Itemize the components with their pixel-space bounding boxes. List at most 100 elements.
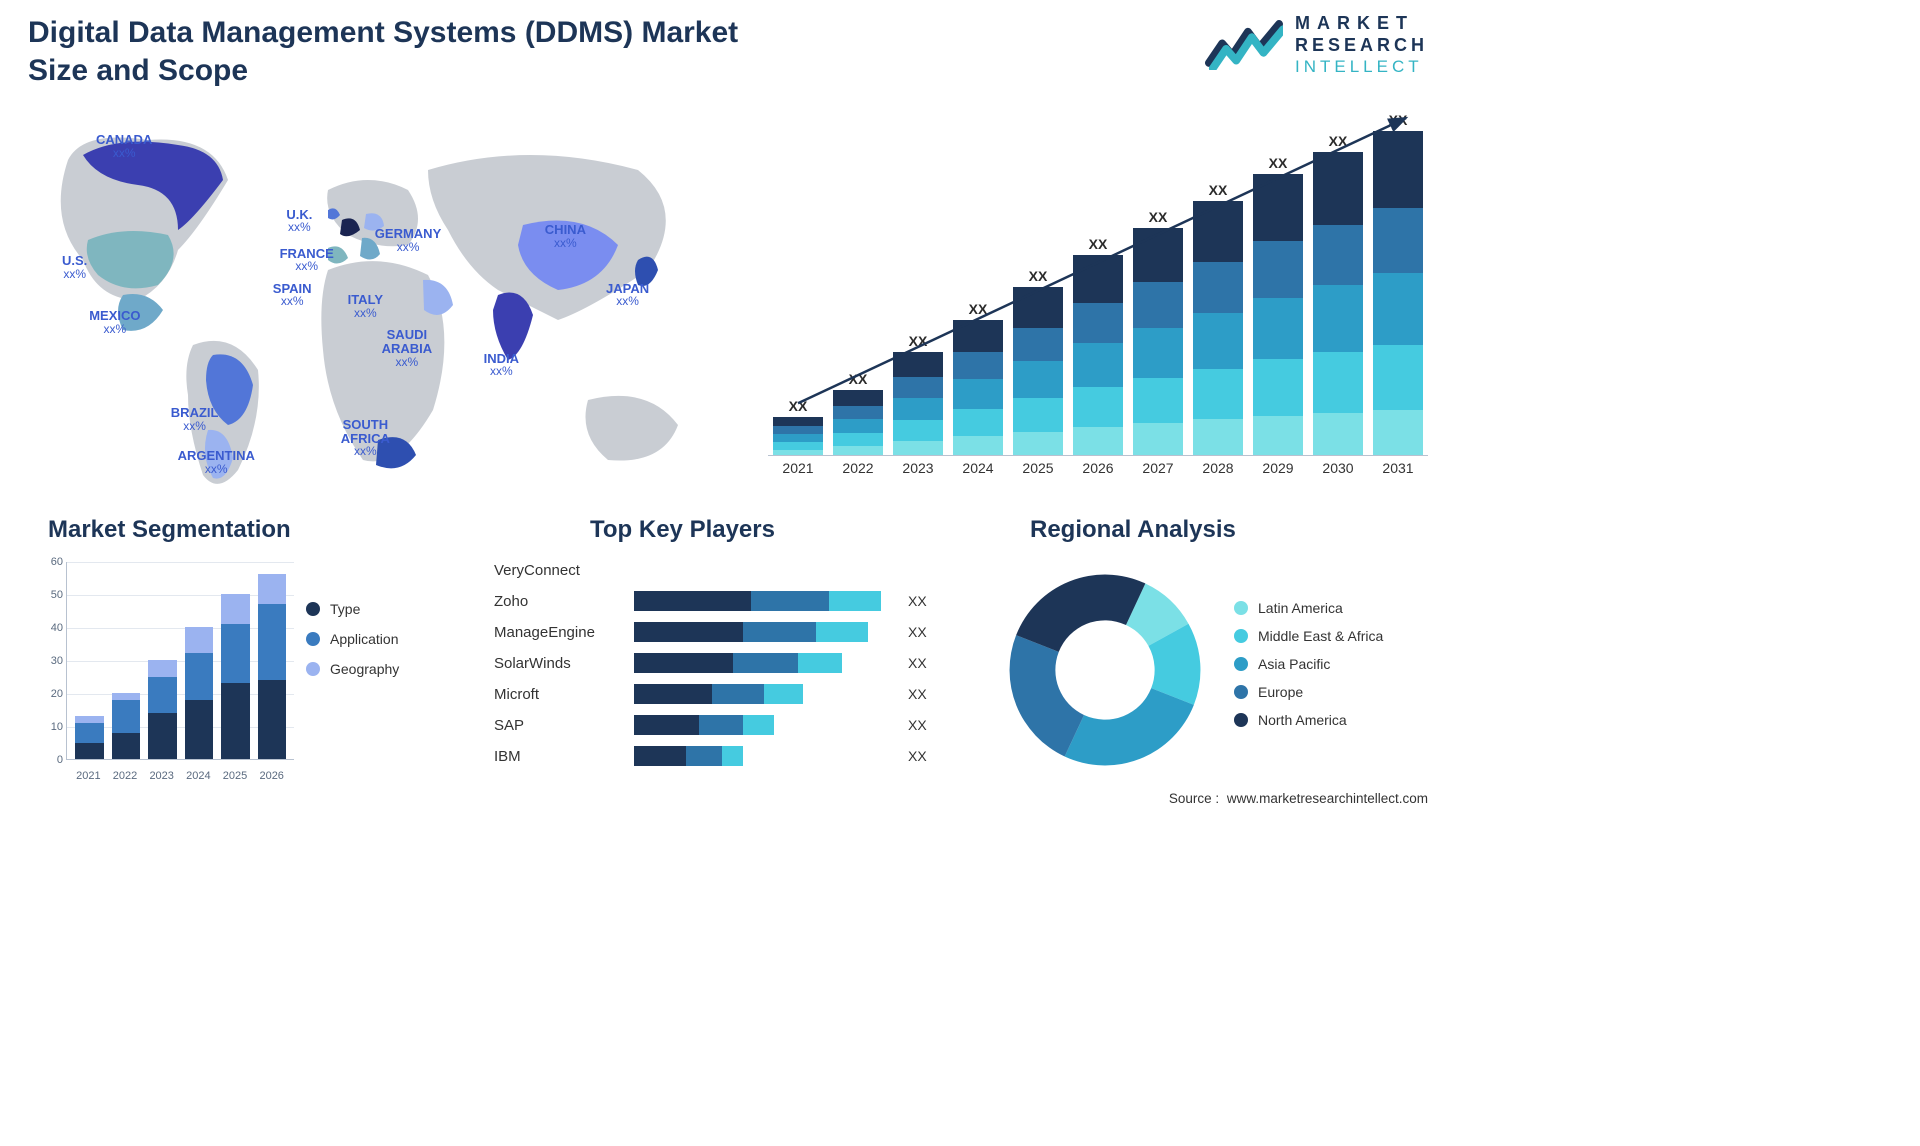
trend-x-label: 2030 [1313, 456, 1363, 480]
map-callout-pct: xx% [375, 241, 441, 254]
trend-bar-segment [1073, 427, 1123, 455]
player-bar [634, 715, 894, 735]
player-bar-segment [634, 653, 733, 673]
segmentation-ytick: 60 [37, 556, 63, 568]
player-name: Zoho [494, 593, 634, 610]
trend-bar: XX [833, 110, 883, 455]
trend-bar-segment [773, 450, 823, 455]
segmentation-legend-item: Type [306, 601, 436, 617]
segmentation-bar [258, 562, 287, 759]
trend-bar-segment [1373, 273, 1423, 344]
map-callout-pct: xx% [484, 365, 519, 378]
donut-slice [1010, 635, 1084, 756]
segmentation-chart: 0102030405060 202120222023202420252026 T… [24, 556, 444, 784]
legend-swatch-icon [1234, 713, 1248, 727]
player-name: SolarWinds [494, 655, 634, 672]
trend-bar-segment [953, 352, 1003, 379]
region-legend-item: North America [1234, 712, 1383, 728]
region-legend-label: Latin America [1258, 600, 1343, 616]
segmentation-bar-segment [221, 594, 250, 624]
segmentation-bar-segment [185, 627, 214, 653]
map-callout-pct: xx% [89, 323, 140, 336]
legend-swatch-icon [1234, 629, 1248, 643]
segmentation-x-label: 2023 [147, 770, 176, 782]
trend-bar-segment [893, 352, 943, 377]
trend-bar-segment [1313, 413, 1363, 455]
trend-bar-segment [1313, 225, 1363, 286]
trend-bar-segment [1073, 387, 1123, 427]
map-callout: GERMANYxx% [375, 227, 441, 253]
segmentation-ytick: 50 [37, 589, 63, 601]
player-value-label: XX [908, 593, 927, 609]
segmentation-bar [148, 562, 177, 759]
segmentation-ytick: 0 [37, 754, 63, 766]
player-row: IBMXX [494, 742, 964, 770]
map-callout: SAUDIARABIAxx% [382, 328, 433, 368]
players-title: Top Key Players [590, 516, 775, 544]
players-chart: VeryConnectZohoXXManageEngineXXSolarWind… [494, 556, 964, 784]
segmentation-ytick: 20 [37, 688, 63, 700]
trend-bar-segment [1013, 361, 1063, 398]
trend-bar-segment [953, 379, 1003, 409]
segmentation-x-label: 2024 [184, 770, 213, 782]
map-callout: ITALYxx% [348, 293, 383, 319]
trend-bar-segment [1013, 398, 1063, 432]
trend-bar-segment [1133, 378, 1183, 423]
trend-bar-segment [1193, 369, 1243, 420]
trend-x-label: 2029 [1253, 456, 1303, 480]
brand-text-line3: INTELLECT [1295, 58, 1428, 75]
segmentation-bar [75, 562, 104, 759]
trend-bar-segment [773, 434, 823, 442]
map-callout: INDIAxx% [484, 352, 519, 378]
trend-bar-segment [1073, 303, 1123, 343]
trend-bar-segment [1133, 282, 1183, 327]
trend-bar-segment [1253, 298, 1303, 360]
segmentation-bar [112, 562, 141, 759]
player-bar-segment [634, 746, 686, 766]
player-row: SolarWinds XX [494, 649, 964, 677]
player-value-label: XX [908, 655, 927, 671]
world-map: CANADAxx%U.S.xx%MEXICOxx%BRAZILxx%ARGENT… [28, 110, 708, 500]
trend-bar-segment [1133, 228, 1183, 282]
player-row: Zoho XX [494, 587, 964, 615]
player-value-label: XX [908, 686, 927, 702]
segmentation-ytick: 40 [37, 622, 63, 634]
page-title: Digital Data Management Systems (DDMS) M… [28, 14, 788, 89]
segmentation-x-label: 2021 [74, 770, 103, 782]
player-row: SAPXX [494, 711, 964, 739]
trend-bar: XX [953, 110, 1003, 455]
trend-bar-segment [1373, 345, 1423, 410]
map-callout-pct: xx% [286, 221, 312, 234]
page: Digital Data Management Systems (DDMS) M… [0, 0, 1456, 816]
trend-bar-segment [1073, 255, 1123, 303]
region-legend-label: Middle East & Africa [1258, 628, 1383, 644]
brand-logo: MARKET RESEARCH INTELLECT [1205, 14, 1428, 75]
segmentation-bar-segment [75, 723, 104, 743]
trend-bar-segment [893, 420, 943, 441]
player-name: VeryConnect [494, 562, 634, 579]
player-bar [634, 684, 894, 704]
region-legend-item: Europe [1234, 684, 1383, 700]
trend-bar-value-label: XX [789, 398, 808, 414]
map-callout-name: SAUDIARABIA [382, 327, 433, 356]
segmentation-x-label: 2025 [221, 770, 250, 782]
player-bar-segment [751, 591, 829, 611]
segmentation-bar-segment [148, 713, 177, 759]
trend-bar-segment [1193, 313, 1243, 369]
brand-text-line2: RESEARCH [1295, 36, 1428, 54]
trend-bar-segment [1013, 328, 1063, 362]
player-bar-segment [829, 591, 881, 611]
trend-bar-segment [893, 398, 943, 421]
trend-bar-segment [833, 390, 883, 406]
player-bar-segment [686, 746, 722, 766]
segmentation-bar-segment [112, 693, 141, 700]
trend-bar-segment [1193, 419, 1243, 455]
player-bar-segment [816, 622, 868, 642]
segmentation-bar-segment [148, 677, 177, 713]
brand-text-line1: MARKET [1295, 14, 1428, 32]
market-trend-chart: XXXXXXXXXXXXXXXXXXXXXX 20212022202320242… [768, 110, 1428, 480]
trend-bar-segment [953, 436, 1003, 455]
source-label: Source : [1169, 791, 1219, 806]
map-callout: CANADAxx% [96, 133, 152, 159]
map-callout-pct: xx% [280, 260, 334, 273]
